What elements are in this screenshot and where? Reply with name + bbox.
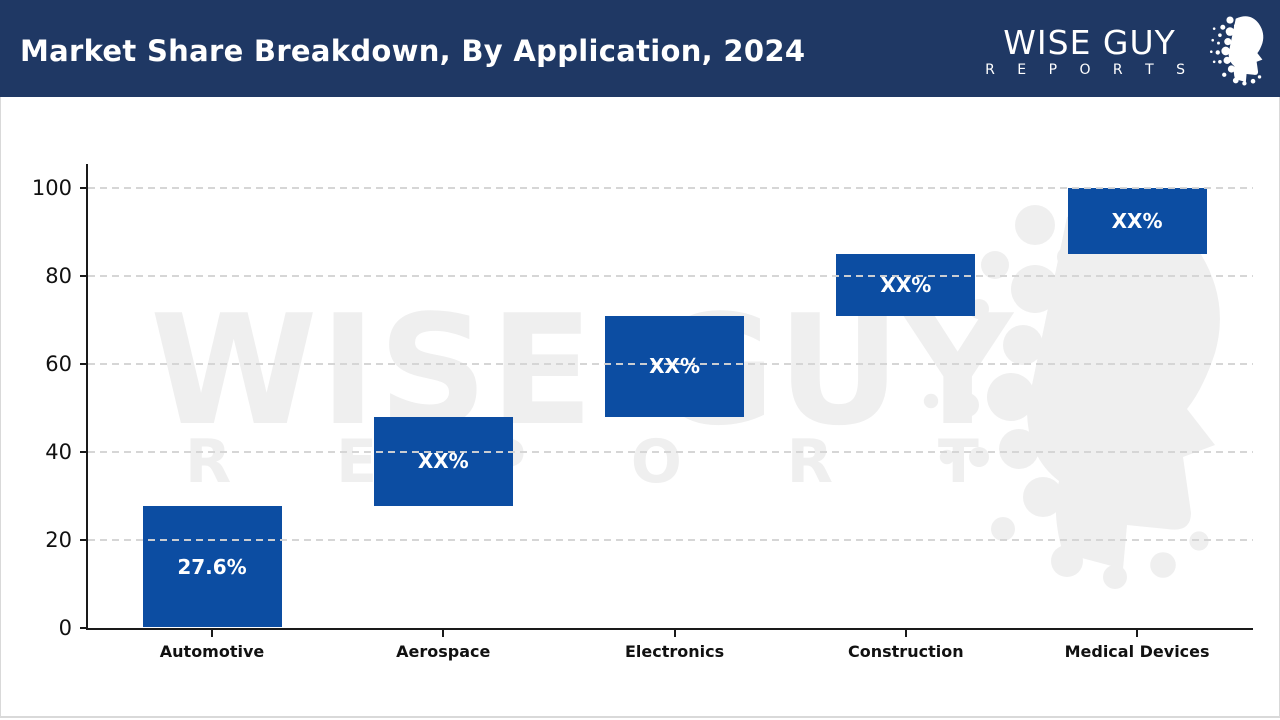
bar-value-label: XX%: [417, 449, 469, 474]
gridline-100: [88, 187, 1253, 190]
y-axis-label-0: 0: [58, 615, 72, 640]
wiseguy-logo-text: WISE GUY R E P O R T S: [985, 23, 1194, 79]
y-tick: [80, 274, 88, 277]
x-axis-line: [86, 627, 1253, 630]
gridline-60: [88, 362, 1253, 365]
bar-construction: [836, 254, 976, 316]
x-axis-label-automotive: Automotive: [159, 641, 265, 661]
y-axis-line: [86, 164, 88, 630]
bar-value-label: XX%: [649, 354, 700, 379]
gridline-40: [88, 450, 1253, 453]
bar-value-label: XX%: [1111, 209, 1163, 234]
bar-automotive: [142, 506, 282, 628]
gridline-80: [88, 274, 1253, 277]
bar-medical-devices: [1067, 188, 1207, 254]
chart-title: Market Share Breakdown, By Application, …: [20, 34, 806, 68]
logo-subtitle: R E P O R T S: [985, 62, 1194, 78]
watermark-subtitle: R E P O R T S: [185, 427, 1169, 497]
y-tick: [80, 362, 88, 365]
y-tick: [80, 450, 88, 453]
y-axis-label-20: 20: [45, 527, 72, 552]
y-axis-label-60: 60: [45, 351, 72, 376]
y-axis-label-100: 100: [31, 176, 72, 201]
bar-value-label: XX%: [880, 272, 932, 297]
page-left-border: [0, 97, 1, 718]
waterfall-chart: WISE GUY R E P O R T S 27.6% Automotive XX…: [0, 97, 1280, 720]
x-tick: [211, 628, 214, 637]
y-axis-label-80: 80: [45, 263, 72, 288]
x-axis-label-electronics: Electronics: [624, 641, 725, 661]
watermark-face-icon: [835, 152, 1235, 642]
y-tick: [80, 187, 88, 190]
face-profile-dots: [923, 204, 1220, 589]
x-tick: [673, 628, 676, 637]
logo-wordmark: WISE GUY: [1003, 23, 1176, 62]
y-tick: [80, 538, 88, 541]
gridline-20: [88, 538, 1253, 541]
y-axis-label-40: 40: [45, 439, 72, 464]
page-bottom-border: [0, 716, 1280, 718]
bar-value-label: 27.6%: [177, 554, 247, 579]
wiseguy-logo: WISE GUY R E P O R T S: [985, 6, 1266, 92]
bar-aerospace: [373, 416, 513, 507]
header-bar: Market Share Breakdown, By Application, …: [0, 0, 1280, 97]
x-axis-label-aerospace: Aerospace: [396, 641, 491, 661]
bar-electronics: [605, 315, 745, 417]
x-axis-label-medical-devices: Medical Devices: [1064, 641, 1210, 661]
y-tick: [80, 626, 88, 629]
x-tick: [442, 628, 445, 637]
wiseguy-face-icon: [1194, 11, 1266, 91]
x-tick: [1136, 628, 1139, 637]
x-axis-label-construction: Construction: [848, 641, 964, 661]
x-tick: [904, 628, 907, 637]
face-profile-dots: [1209, 16, 1264, 86]
